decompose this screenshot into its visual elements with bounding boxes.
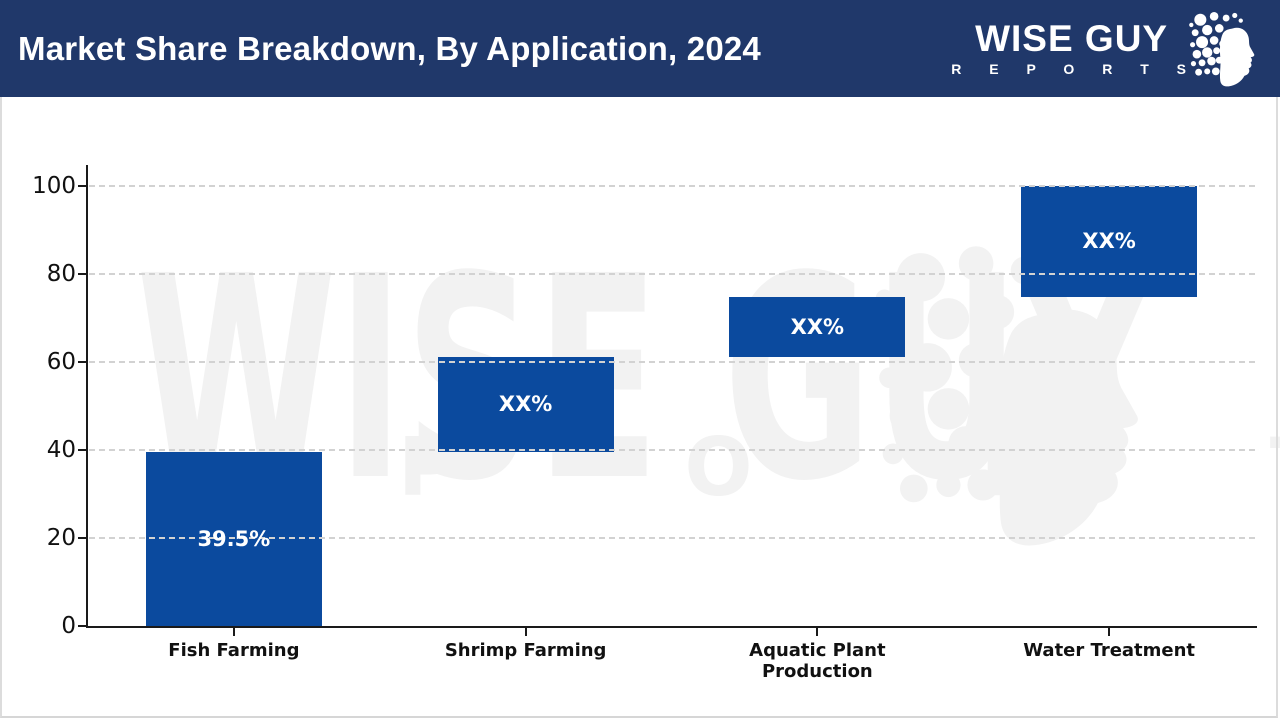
y-tick-label-60: 60: [46, 349, 76, 375]
y-tick-mark-40: [78, 449, 86, 451]
x-axis-label-fish-farming: Fish Farming: [168, 640, 300, 661]
bar-shrimp-farming: [437, 356, 614, 453]
y-tick-mark-100: [78, 185, 86, 187]
y-tick-mark-0: [78, 625, 86, 627]
wiseguy-logo: WISE GUY R E P O R T S: [945, 6, 1266, 92]
page-title: Market Share Breakdown, By Application, …: [18, 29, 761, 67]
y-tick-label-100: 100: [32, 173, 76, 199]
x-tick-mark-fish-farming: [232, 628, 235, 636]
x-axis-label-aquatic-plant-production: Aquatic Plant Production: [749, 640, 886, 683]
gridline-60: [89, 361, 1255, 363]
y-tick-label-80: 80: [46, 261, 76, 287]
y-tick-label-20: 20: [46, 525, 76, 551]
x-tick-mark-shrimp-farming: [524, 628, 527, 636]
x-tick-mark-water-treatment: [1108, 628, 1111, 636]
gridline-20: [89, 537, 1255, 539]
gridline-40: [89, 449, 1255, 451]
x-axis-label-water-treatment: Water Treatment: [1023, 640, 1196, 661]
wiseguy-logo-text: WISE GUY R E P O R T S: [945, 20, 1198, 77]
bar-water-treatment: [1021, 186, 1198, 297]
gridline-100: [89, 185, 1255, 187]
bar-value-label-fish-farming: 39.5%: [197, 527, 271, 552]
bar-value-label-shrimp-farming: XX%: [498, 392, 553, 417]
wiseguy-logo-wordmark: WISE GUY: [975, 18, 1169, 59]
bar-fish-farming: [145, 452, 322, 626]
y-tick-mark-60: [78, 361, 86, 363]
y-tick-mark-20: [78, 537, 86, 539]
x-axis-label-shrimp-farming: Shrimp Farming: [444, 640, 607, 661]
x-axis-line: [86, 626, 1257, 628]
y-tick-mark-80: [78, 273, 86, 275]
bar-aquatic-plant-production: [729, 296, 906, 357]
bar-value-label-aquatic-plant-production: XX%: [790, 314, 845, 339]
header-bar: Market Share Breakdown, By Application, …: [0, 0, 1280, 97]
bar-value-label-water-treatment: XX%: [1082, 229, 1136, 254]
wiseguy-head-icon: [1188, 6, 1266, 92]
wiseguy-logo-subtitle: R E P O R T S: [951, 61, 1198, 77]
x-tick-mark-aquatic-plant-production: [816, 628, 819, 636]
y-tick-label-40: 40: [46, 437, 76, 463]
gridline-80: [89, 273, 1255, 275]
y-axis-line: [86, 165, 88, 628]
y-tick-label-0: 0: [61, 613, 76, 639]
